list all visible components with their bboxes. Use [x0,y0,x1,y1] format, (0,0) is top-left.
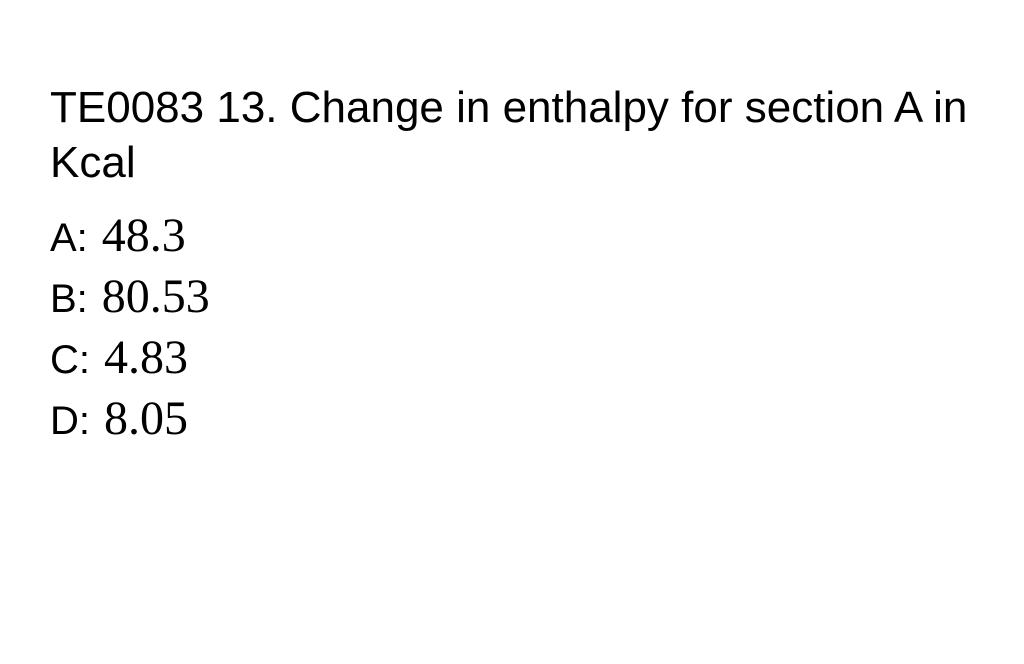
option-d: D: 8.05 [50,391,974,446]
option-c: C: 4.83 [50,330,974,385]
question-text: TE0083 13. Change in enthalpy for sectio… [50,80,974,190]
option-label-a: A: [50,216,88,261]
question-number: 13. [216,83,277,132]
option-label-d: D: [50,399,90,444]
option-value-b: 80.53 [102,269,210,324]
option-b: B: 80.53 [50,269,974,324]
option-value-d: 8.05 [104,391,188,446]
option-label-b: B: [50,277,88,322]
option-label-c: C: [50,338,90,383]
option-value-a: 48.3 [102,208,186,263]
option-value-c: 4.83 [104,330,188,385]
option-a: A: 48.3 [50,208,974,263]
question-code: TE0083 [50,83,204,132]
